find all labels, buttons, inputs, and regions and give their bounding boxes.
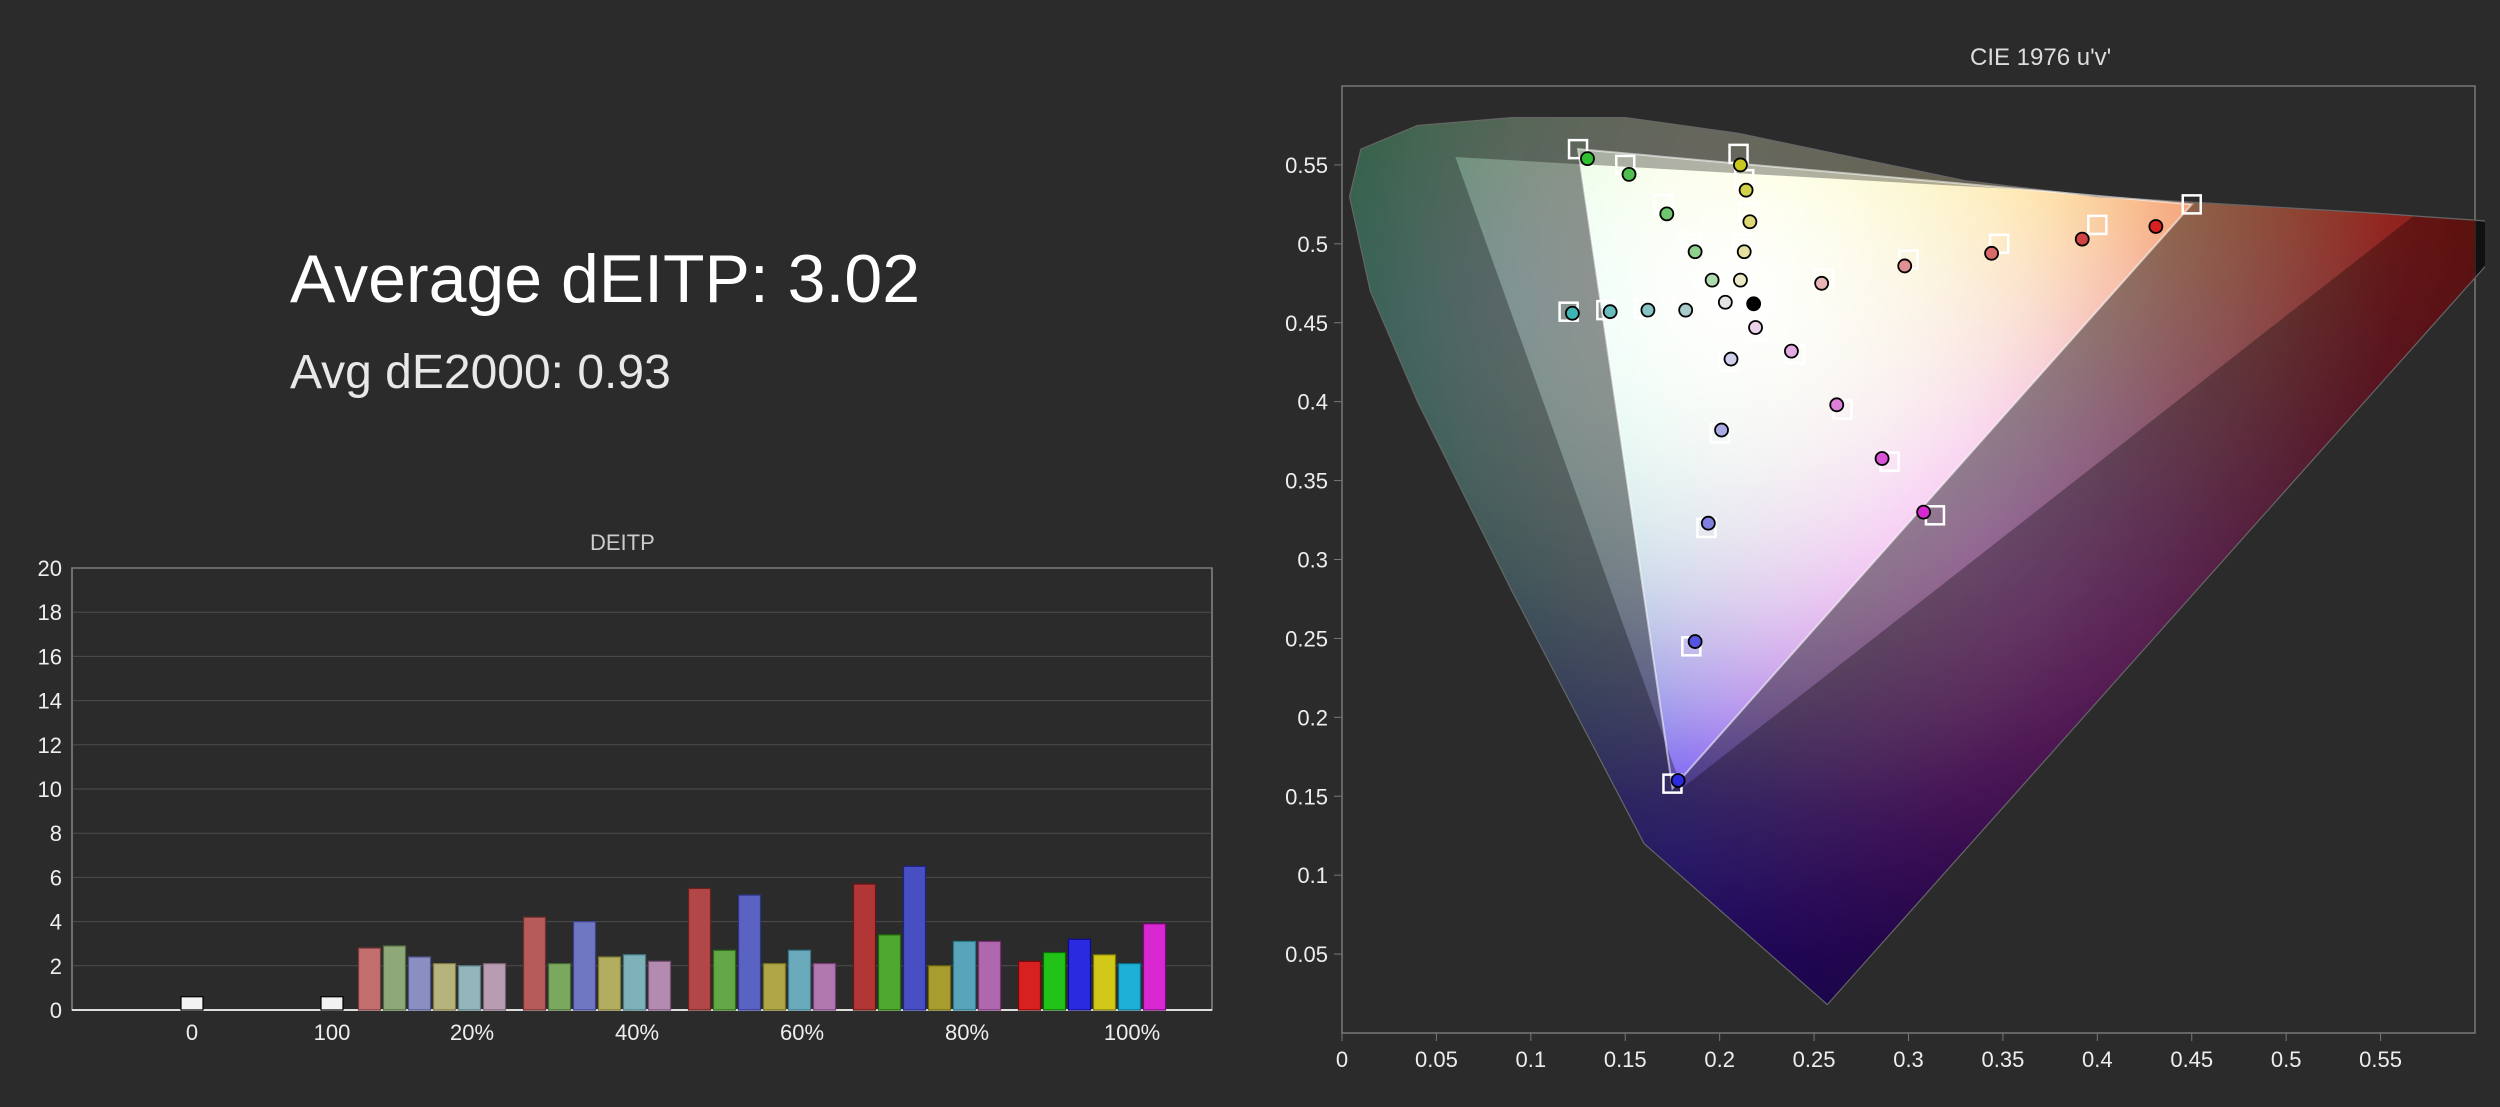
svg-text:60%: 60%	[780, 1020, 824, 1045]
svg-text:0.4: 0.4	[2082, 1047, 2113, 1072]
svg-text:18: 18	[38, 600, 62, 625]
svg-text:20: 20	[38, 560, 62, 581]
headline-average-deitp: Average dEITP: 3.02	[290, 240, 920, 318]
svg-text:0.1: 0.1	[1297, 863, 1328, 888]
deitp-bar-chart: 0 2 4 6 8 10 12 14 16 18 20 0 100 20% 40% 60% 80% 100%	[20, 560, 1220, 1050]
cie-chart-title: CIE 1976 u'v'	[1970, 44, 2111, 72]
svg-text:0.15: 0.15	[1285, 784, 1328, 809]
svg-text:0.55: 0.55	[1285, 153, 1328, 178]
svg-text:0.1: 0.1	[1516, 1047, 1547, 1072]
svg-text:0.5: 0.5	[2271, 1047, 2302, 1072]
svg-text:0.4: 0.4	[1297, 390, 1328, 415]
svg-text:0.25: 0.25	[1285, 626, 1328, 651]
svg-text:16: 16	[38, 644, 62, 669]
svg-text:100: 100	[314, 1020, 351, 1045]
svg-text:0.45: 0.45	[1285, 311, 1328, 336]
svg-text:0: 0	[186, 1020, 198, 1045]
svg-text:0.3: 0.3	[1893, 1047, 1924, 1072]
left-panel: Average dEITP: 3.02 Avg dE2000: 0.93 DEI…	[0, 0, 1230, 1107]
svg-text:0.2: 0.2	[1297, 705, 1328, 730]
svg-text:10: 10	[38, 777, 62, 802]
subhead-avg-de2000: Avg dE2000: 0.93	[290, 345, 671, 400]
svg-text:6: 6	[50, 865, 62, 890]
svg-text:2: 2	[50, 954, 62, 979]
svg-text:0.35: 0.35	[1285, 469, 1328, 494]
svg-text:0.05: 0.05	[1415, 1047, 1458, 1072]
svg-text:100%: 100%	[1104, 1020, 1160, 1045]
svg-text:0: 0	[1336, 1047, 1348, 1072]
svg-text:12: 12	[38, 733, 62, 758]
bar-chart-title: DEITP	[590, 530, 655, 556]
svg-text:80%: 80%	[945, 1020, 989, 1045]
svg-text:0.2: 0.2	[1704, 1047, 1735, 1072]
svg-text:14: 14	[38, 689, 62, 714]
svg-text:0: 0	[50, 998, 62, 1023]
svg-text:0.3: 0.3	[1297, 548, 1328, 573]
svg-text:0.55: 0.55	[2359, 1047, 2402, 1072]
cie-uv-chart: 0 0.05 0.1 0.15 0.2 0.25 0.3 0.35 0.4 0.45 0.5 0.55…	[1260, 76, 2485, 1081]
svg-text:0.05: 0.05	[1285, 942, 1328, 967]
svg-text:0.45: 0.45	[2170, 1047, 2213, 1072]
right-panel: CIE 1976 u'v' 0 0.05 0.1 0.15 0.2 0.25 0.3 0.35…	[1230, 0, 2500, 1107]
svg-text:0.35: 0.35	[1982, 1047, 2025, 1072]
svg-text:0.25: 0.25	[1793, 1047, 1836, 1072]
svg-text:8: 8	[50, 821, 62, 846]
svg-text:4: 4	[50, 910, 62, 935]
svg-text:0.5: 0.5	[1297, 232, 1328, 257]
svg-text:40%: 40%	[615, 1020, 659, 1045]
svg-text:20%: 20%	[450, 1020, 494, 1045]
svg-text:0.15: 0.15	[1604, 1047, 1647, 1072]
